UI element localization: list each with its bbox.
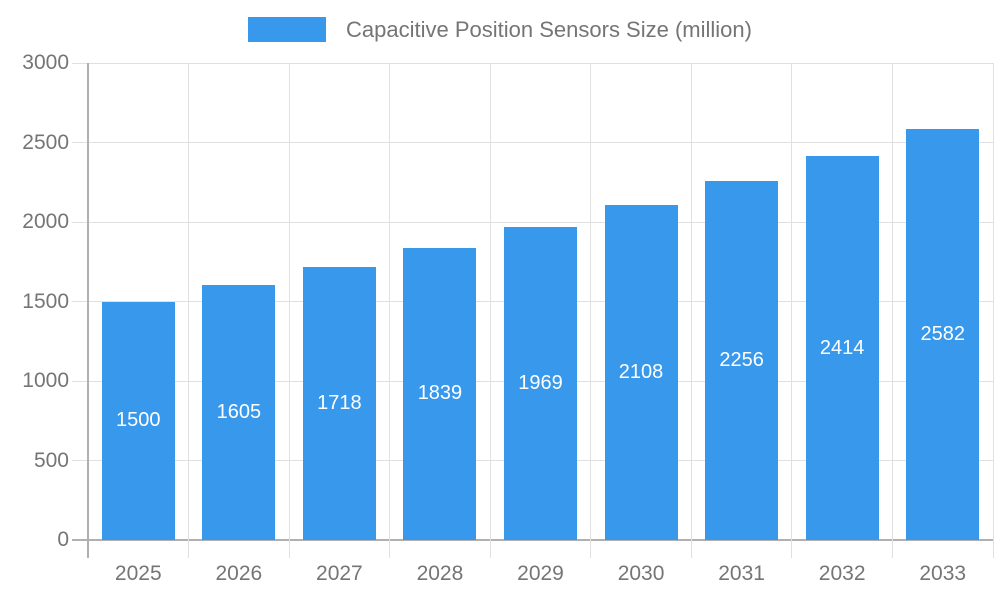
bar-2026[interactable]: 1605 — [202, 284, 276, 540]
y-tick-label-3000: 3000 — [22, 51, 69, 74]
legend-label: Capacitive Position Sensors Size (millio… — [346, 17, 752, 42]
y-axis-line — [87, 63, 89, 558]
x-tick-label-2032: 2032 — [818, 562, 866, 585]
x-tick-label-2025: 2025 — [114, 562, 162, 585]
x-tick-label-2026: 2026 — [215, 562, 263, 585]
bar-2031[interactable]: 2256 — [705, 181, 779, 540]
bar-2033[interactable]: 2582 — [906, 129, 980, 540]
x-gridline — [188, 63, 190, 558]
bar-value-label-2028: 1839 — [417, 382, 463, 405]
x-tick-label-2031: 2031 — [718, 562, 765, 585]
bar-2025[interactable]: 1500 — [101, 301, 175, 540]
bar-value-label-2025: 1500 — [116, 409, 161, 432]
x-gridline — [690, 63, 692, 558]
x-gridline — [489, 63, 491, 558]
x-tick-label-2027: 2027 — [316, 562, 363, 585]
x-tick-label-2028: 2028 — [416, 562, 464, 585]
y-tick-label-1000: 1000 — [22, 369, 69, 392]
bar-value-label-2032: 2414 — [819, 336, 865, 359]
bar-value-label-2026: 1605 — [216, 400, 262, 423]
bar-value-label-2031: 2256 — [719, 349, 764, 372]
x-gridline — [590, 63, 592, 558]
x-tick-label-2030: 2030 — [617, 562, 665, 585]
bar-2027[interactable]: 1718 — [302, 266, 376, 540]
y-tick-label-2500: 2500 — [22, 130, 69, 154]
x-gridline — [791, 63, 793, 558]
bar-2029[interactable]: 1969 — [504, 226, 577, 540]
bar-value-label-2030: 2108 — [618, 360, 664, 383]
bar-2032[interactable]: 2414 — [805, 156, 879, 540]
x-gridline — [891, 63, 893, 558]
y-tick-label-2000: 2000 — [22, 210, 69, 233]
x-gridline — [389, 63, 391, 558]
bar-value-label-2033: 2582 — [920, 323, 965, 346]
y-tick-label-0: 0 — [57, 528, 69, 551]
x-gridline — [288, 63, 290, 558]
x-axis-line — [72, 539, 993, 541]
y-gridline — [72, 62, 993, 64]
x-tick-label-2029: 2029 — [517, 562, 564, 585]
x-gridline — [992, 63, 994, 558]
legend[interactable]: Capacitive Position Sensors Size (millio… — [0, 17, 1000, 42]
bar-value-label-2029: 1969 — [518, 371, 563, 394]
legend-swatch-icon — [248, 17, 327, 42]
y-tick-label-1500: 1500 — [22, 289, 69, 313]
y-tick-label-500: 500 — [33, 448, 69, 472]
bar-2028[interactable]: 1839 — [403, 247, 477, 540]
bar-2030[interactable]: 2108 — [604, 204, 678, 540]
y-gridline — [72, 142, 993, 143]
y-gridline — [72, 221, 993, 223]
bar-value-label-2027: 1718 — [317, 391, 362, 414]
x-tick-label-2033: 2033 — [919, 562, 967, 585]
